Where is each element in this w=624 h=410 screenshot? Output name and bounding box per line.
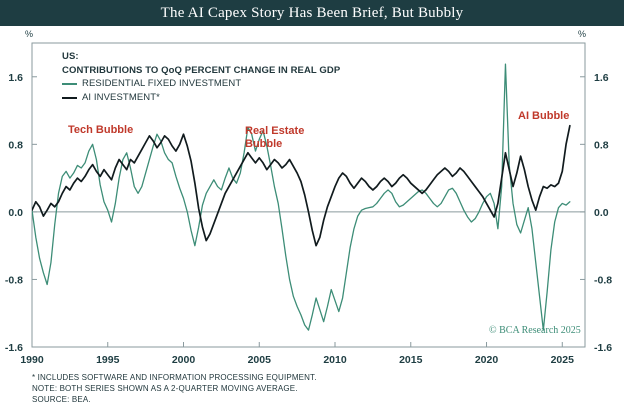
y-axis-unit-left: % — [25, 29, 34, 39]
svg-text:1.6: 1.6 — [594, 72, 609, 84]
svg-text:2015: 2015 — [399, 354, 423, 366]
chart-legend: US: CONTRIBUTIONS TO QoQ PERCENT CHANGE … — [62, 50, 340, 104]
page-title: The AI Capex Story Has Been Brief, But B… — [160, 4, 464, 21]
svg-text:0.0: 0.0 — [8, 207, 23, 219]
footnote-line-1: * INCLUDES SOFTWARE AND INFORMATION PROC… — [32, 373, 317, 382]
annotation-ai-bubble: AI Bubble — [518, 110, 570, 122]
y-axis-unit-right: % — [578, 29, 587, 39]
title-band: The AI Capex Story Has Been Brief, But B… — [0, 0, 624, 26]
svg-text:2000: 2000 — [172, 354, 196, 366]
legend-item-residential: RESIDENTIAL FIXED INVESTMENT — [62, 77, 340, 91]
footnote-line-3: SOURCE: BEA. — [32, 395, 91, 405]
svg-text:2005: 2005 — [248, 354, 272, 366]
footnote-line-2: NOTE: BOTH SERIES SHOWN AS A 2-QUARTER M… — [32, 384, 298, 394]
svg-text:2020: 2020 — [475, 354, 499, 366]
watermark: © BCA Research 2025 — [489, 325, 581, 336]
legend-label-ai: AI INVESTMENT* — [82, 91, 160, 103]
svg-text:0.0: 0.0 — [594, 207, 609, 219]
annotation-tech-bubble: Tech Bubble — [68, 124, 134, 136]
chart-canvas: -1.6 -1.6 -0.8 -0.8 0.0 0.0 0.8 0.8 1.6 1.6 1990 19… — [5, 42, 612, 366]
svg-text:1.6: 1.6 — [8, 72, 23, 84]
svg-text:1995: 1995 — [96, 354, 120, 366]
svg-text:-1.6: -1.6 — [5, 342, 23, 354]
svg-text:2010: 2010 — [323, 354, 347, 366]
legend-subtitle: CONTRIBUTIONS TO QoQ PERCENT CHANGE IN R… — [62, 64, 341, 76]
svg-text:0.8: 0.8 — [8, 139, 23, 151]
svg-text:1990: 1990 — [20, 354, 44, 366]
legend-label-residential: RESIDENTIAL FIXED INVESTMENT — [82, 78, 242, 90]
svg-text:0.8: 0.8 — [594, 139, 609, 151]
plot-area: -1.6 -1.6 -0.8 -0.8 0.0 0.0 0.8 0.8 1.6 1.6 1990 19… — [0, 26, 624, 370]
legend-item-ai: AI INVESTMENT* — [62, 91, 340, 105]
legend-swatch-residential-icon — [62, 82, 77, 85]
annotation-real-estate-bubble: Real Estate Bubble — [245, 125, 305, 150]
legend-swatch-ai-icon — [62, 96, 77, 99]
svg-text:-1.6: -1.6 — [594, 342, 612, 354]
svg-text:-0.8: -0.8 — [5, 274, 23, 286]
svg-text:2025: 2025 — [551, 354, 575, 366]
svg-text:-0.8: -0.8 — [594, 274, 612, 286]
footnotes: * INCLUDES SOFTWARE AND INFORMATION PROC… — [32, 372, 317, 406]
legend-region: US: — [62, 51, 79, 62]
